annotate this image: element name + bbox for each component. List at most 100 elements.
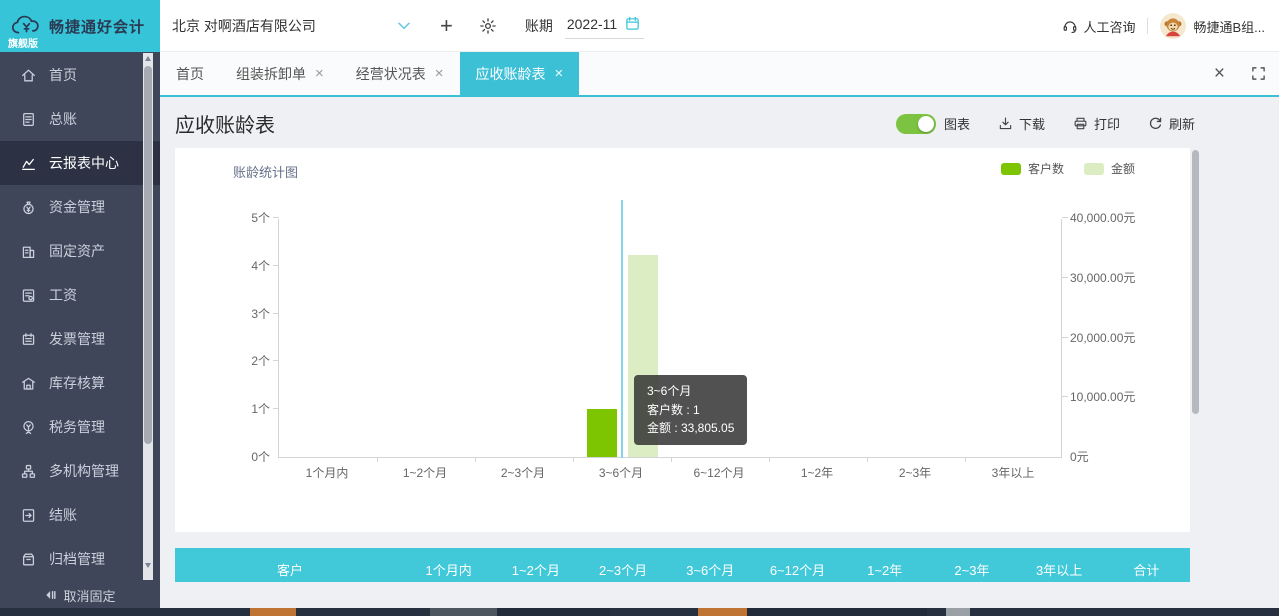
y-tick-label: 0个 (251, 450, 270, 464)
settings-button[interactable] (479, 17, 497, 35)
tab-2[interactable]: 组装拆卸单 × (220, 52, 340, 95)
y-tick-label: 1个 (251, 402, 270, 417)
company-selector[interactable]: 北京 对啊酒店有限公司 (172, 16, 410, 36)
y-tick-label: 10,000.00元 (1070, 390, 1136, 405)
y-tick-label: 2个 (251, 354, 270, 369)
sidebar-item-label: 总账 (49, 111, 77, 127)
chart-toggle[interactable] (895, 113, 936, 134)
sidebar-item-1[interactable]: 首页 (0, 53, 160, 97)
tabbar-close-button[interactable]: × (1213, 62, 1225, 84)
legend-item[interactable]: 金额 (1083, 160, 1135, 177)
tooltip-line: 客户数 : 1 (647, 402, 700, 417)
tab-close-icon[interactable]: × (434, 65, 444, 82)
brand-name: 畅捷通好会计 (49, 18, 146, 36)
sidebar-item-3[interactable]: 云报表中心 (0, 141, 160, 185)
legend-item[interactable]: 客户数 (1000, 160, 1064, 177)
consult-label: 人工咨询 (1083, 19, 1136, 35)
sidebar-item-5[interactable]: 固定资产 (0, 229, 160, 273)
sidebar-item-9[interactable]: 税务管理 (0, 405, 160, 449)
table-header-cell[interactable]: 1个月内 (425, 563, 472, 578)
table-header-row: 客户 1个月内 1~2个月 2~3个月 3~6个月 6~12个月 1~2年 2~3年 3年以上 合… (175, 548, 1190, 582)
period-picker[interactable]: 2022-11 (564, 13, 645, 39)
table-header-cell[interactable]: 客户 (276, 563, 303, 578)
sidebar-item-label: 首页 (49, 67, 77, 83)
invoice-icon (20, 331, 37, 348)
x-axis-tick (671, 457, 672, 462)
y-tick-label: 20,000.00元 (1070, 330, 1136, 345)
sidebar-scrollbar[interactable] (143, 53, 153, 580)
add-account-button[interactable]: + (440, 12, 453, 38)
table-header-cell[interactable]: 3年以上 (1036, 563, 1083, 578)
multi-org-icon (20, 463, 37, 480)
tab-1[interactable]: 首页 (160, 52, 220, 95)
tab-close-icon[interactable]: × (554, 65, 564, 82)
table-header-cell[interactable]: 3~6个月 (686, 563, 735, 578)
avatar[interactable] (1160, 13, 1187, 39)
bar-customers[interactable] (587, 409, 617, 457)
sidebar-item-6[interactable]: 工资 (0, 273, 160, 317)
table-header-cell[interactable]: 2~3年 (954, 563, 990, 578)
chart-tooltip: 3~6个月 客户数 : 1 金额 : 33,805.05 (634, 375, 748, 445)
user-name[interactable]: 畅捷通B组... (1193, 19, 1265, 35)
unpin-icon (46, 590, 57, 600)
table-header-cell[interactable]: 合计 (1133, 563, 1160, 578)
headset-icon (1064, 21, 1077, 33)
tab-label: 组装拆卸单 (236, 65, 306, 82)
sidebar-scroll-thumb[interactable] (144, 66, 152, 444)
x-tick-label: 1~2个月 (402, 466, 448, 480)
taskbar-segment (250, 608, 296, 616)
download-button[interactable]: 下载 (998, 114, 1045, 133)
x-tick-label: 2~3个月 (500, 466, 546, 480)
sidebar: 畅捷通好会计 旗舰版 首页总账云报表中心资金管理 固定资产 工资 发票管理 库存核算税务… (0, 0, 160, 608)
tab-3[interactable]: 经营状况表 × (340, 52, 460, 95)
content-scrollbar[interactable] (1192, 150, 1199, 414)
consult-button[interactable]: 人工咨询 (1062, 17, 1135, 36)
sidebar-item-12[interactable]: 归档管理 (0, 537, 160, 581)
sidebar-item-2[interactable]: 总账 (0, 97, 160, 141)
sidebar-item-label: 云报表中心 (49, 155, 119, 171)
sidebar-item-4[interactable]: 资金管理 (0, 185, 160, 229)
taskbar (0, 608, 1279, 616)
sidebar-item-label: 归档管理 (49, 551, 105, 567)
tabbar-actions: × (1201, 52, 1279, 95)
scroll-down-icon[interactable] (145, 563, 151, 568)
print-button[interactable]: 打印 (1073, 114, 1120, 133)
closing-icon (20, 507, 37, 524)
tab-label: 首页 (176, 65, 204, 82)
refresh-button[interactable]: 刷新 (1148, 114, 1195, 133)
calendar-icon (626, 16, 639, 30)
fullscreen-button[interactable] (1238, 52, 1279, 95)
axis-pointer-line (621, 200, 623, 458)
table-header-cell[interactable]: 2~3个月 (599, 563, 648, 578)
chart-card: 账龄统计图 客户数 金额 0个 1个 2个 3个 4个 5个 0元 10,000.00元 20,… (175, 148, 1190, 532)
sidebar-item-8[interactable]: 库存核算 (0, 361, 160, 405)
sidebar-item-label: 结账 (49, 507, 77, 523)
x-tick-label: 1~2年 (800, 466, 834, 480)
table-header-cell[interactable]: 1~2个月 (511, 563, 560, 578)
unpin-button[interactable]: 取消固定 (0, 582, 160, 608)
archive-icon (20, 551, 37, 568)
y-axis-tick (1062, 336, 1068, 338)
company-name: 北京 对啊酒店有限公司 (172, 17, 316, 34)
sidebar-item-11[interactable]: 结账 (0, 493, 160, 537)
brand-logo[interactable]: 畅捷通好会计 旗舰版 (0, 0, 160, 52)
tab-close-icon[interactable]: × (315, 65, 324, 82)
scroll-up-icon[interactable] (145, 56, 151, 61)
chart-legend: 客户数 金额 (1000, 160, 1135, 177)
salary-icon (20, 287, 37, 304)
funds-icon (20, 199, 37, 216)
tab-4[interactable]: 应收账龄表 × (459, 52, 580, 95)
taskbar-segment (698, 608, 747, 616)
sidebar-item-7[interactable]: 发票管理 (0, 317, 160, 361)
cloud-logo-icon (11, 15, 39, 34)
cloud-report-icon (20, 155, 37, 172)
home-icon (20, 67, 37, 84)
sidebar-nav: 首页总账云报表中心资金管理 固定资产 工资 发票管理 库存核算税务管理多机构管理结账归档… (0, 53, 160, 581)
y-tick-label: 4个 (251, 258, 270, 273)
sidebar-item-10[interactable]: 多机构管理 (0, 449, 160, 493)
y-axis-tick (273, 360, 279, 362)
sidebar-item-label: 税务管理 (49, 419, 105, 435)
table-header-cell[interactable]: 6~12个月 (769, 563, 826, 578)
table-header-cell[interactable]: 1~2年 (867, 563, 903, 578)
x-axis-labels: 1个月内 1~2个月 2~3个月 3~6个月 6~12个月 1~2年 2~3年 3年以上 (278, 464, 1062, 481)
